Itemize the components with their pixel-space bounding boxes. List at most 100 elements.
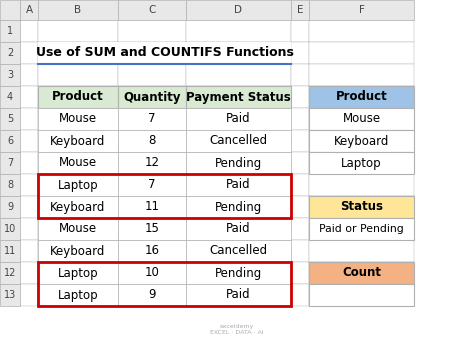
Bar [118, 284, 186, 306]
Bar [186, 0, 291, 20]
Bar [291, 218, 309, 240]
Bar [118, 130, 186, 152]
Bar [309, 262, 414, 284]
Bar [186, 262, 291, 284]
Bar [186, 86, 291, 108]
Bar [118, 86, 186, 108]
Bar [38, 174, 291, 218]
Text: 13: 13 [4, 290, 16, 300]
Bar [38, 42, 291, 64]
Bar [291, 262, 309, 284]
Bar [38, 152, 118, 174]
Text: Laptop: Laptop [58, 178, 98, 192]
Bar [38, 0, 118, 20]
Text: Laptop: Laptop [341, 157, 382, 169]
Text: Paid: Paid [226, 222, 251, 236]
Bar [186, 130, 291, 152]
Text: Mouse: Mouse [342, 113, 381, 125]
Bar [0, 0, 20, 20]
Bar [38, 218, 118, 240]
Bar [186, 218, 291, 240]
Bar [291, 152, 309, 174]
Bar [118, 42, 186, 64]
Bar [118, 0, 186, 20]
Bar [309, 108, 414, 130]
Text: 16: 16 [145, 244, 159, 257]
Bar [118, 218, 186, 240]
Text: A: A [26, 5, 33, 15]
Bar [309, 196, 414, 218]
Bar [186, 284, 291, 306]
Bar [309, 218, 414, 240]
Bar [291, 64, 309, 86]
Bar [38, 196, 118, 218]
Bar [0, 262, 20, 284]
Bar [38, 174, 118, 196]
Bar [0, 174, 20, 196]
Text: Use of SUM and COUNTIFS Functions: Use of SUM and COUNTIFS Functions [36, 46, 293, 59]
Bar [186, 174, 291, 196]
Bar [38, 174, 118, 196]
Text: 3: 3 [7, 70, 13, 80]
Bar [118, 86, 186, 108]
Bar [309, 86, 414, 108]
Bar [186, 262, 291, 284]
Bar [38, 262, 291, 306]
Bar [291, 174, 309, 196]
Text: Payment Status: Payment Status [186, 90, 291, 104]
Bar [0, 196, 20, 218]
Bar [118, 284, 186, 306]
Bar [186, 42, 291, 64]
Bar [186, 196, 291, 218]
Bar [309, 130, 414, 152]
Bar [38, 86, 118, 108]
Bar [20, 174, 38, 196]
Text: 11: 11 [4, 246, 16, 256]
Text: F: F [358, 5, 365, 15]
Bar [291, 240, 309, 262]
Bar [20, 108, 38, 130]
Bar [20, 152, 38, 174]
Text: Keyboard: Keyboard [50, 134, 106, 148]
Text: Product: Product [336, 90, 387, 104]
Bar [20, 20, 38, 42]
Bar [38, 20, 118, 42]
Bar [309, 42, 414, 64]
Text: Count: Count [342, 267, 381, 280]
Bar [38, 196, 118, 218]
Bar [186, 20, 291, 42]
Text: 8: 8 [148, 134, 155, 148]
Text: Paid: Paid [226, 288, 251, 301]
Bar [38, 64, 118, 86]
Text: Mouse: Mouse [59, 157, 97, 169]
Bar [309, 284, 414, 306]
Bar [0, 86, 20, 108]
Bar [186, 86, 291, 108]
Text: 2: 2 [7, 48, 13, 58]
Bar [0, 130, 20, 152]
Text: Paid: Paid [226, 178, 251, 192]
Text: Keyboard: Keyboard [334, 134, 389, 148]
Bar [38, 284, 118, 306]
Bar [118, 174, 186, 196]
Bar [38, 284, 118, 306]
Bar [118, 262, 186, 284]
Bar [118, 130, 186, 152]
Bar [309, 130, 414, 152]
Bar [291, 108, 309, 130]
Text: C: C [148, 5, 155, 15]
Bar [309, 108, 414, 130]
Text: 12: 12 [4, 268, 16, 278]
Bar [38, 262, 118, 284]
Bar [291, 130, 309, 152]
Bar [291, 86, 309, 108]
Bar [0, 152, 20, 174]
Text: 6: 6 [7, 136, 13, 146]
Bar [118, 20, 186, 42]
Bar [118, 64, 186, 86]
Bar [118, 262, 186, 284]
Bar [291, 284, 309, 306]
Text: 10: 10 [145, 267, 159, 280]
Bar [38, 108, 118, 130]
Bar [0, 42, 20, 64]
